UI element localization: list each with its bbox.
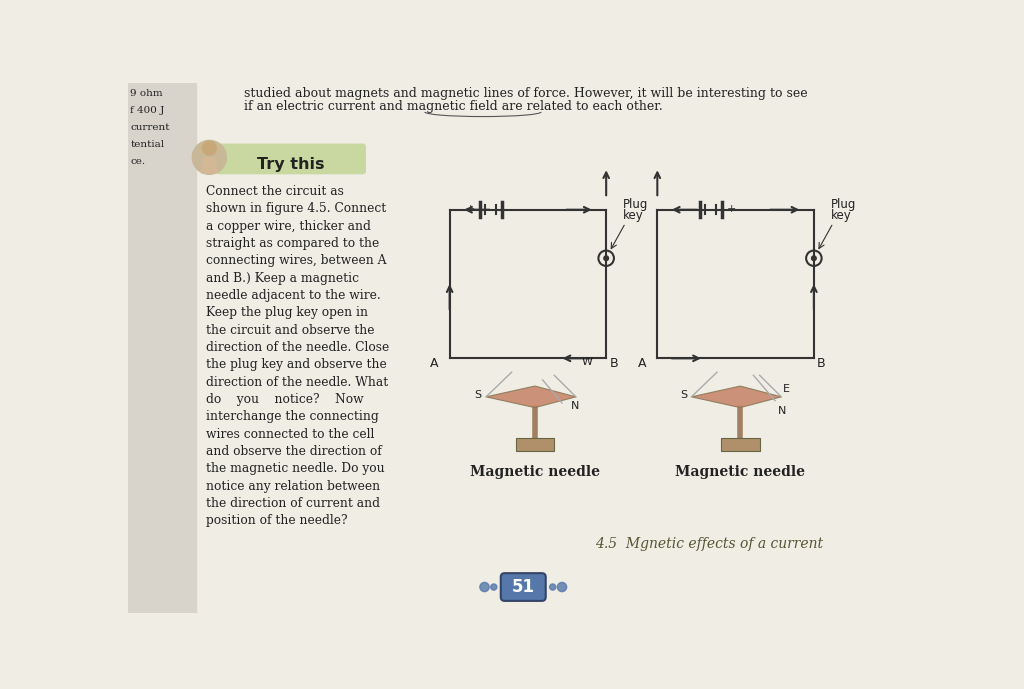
Circle shape bbox=[550, 584, 556, 590]
Text: the circuit and observe the: the circuit and observe the bbox=[206, 324, 374, 337]
Bar bbox=[515, 438, 554, 451]
Text: if an electric current and magnetic field are related to each other.: if an electric current and magnetic fiel… bbox=[245, 100, 663, 112]
Text: key: key bbox=[830, 209, 852, 222]
Text: f 400 J: f 400 J bbox=[130, 106, 165, 115]
Text: wires connected to the cell: wires connected to the cell bbox=[206, 428, 374, 441]
Text: +: + bbox=[726, 204, 735, 214]
Text: and observe the direction of: and observe the direction of bbox=[206, 445, 381, 458]
Text: W: W bbox=[582, 357, 592, 367]
Polygon shape bbox=[201, 157, 218, 174]
Text: current: current bbox=[130, 123, 170, 132]
Text: key: key bbox=[624, 209, 644, 222]
Text: N: N bbox=[571, 401, 580, 411]
Text: E: E bbox=[783, 384, 790, 394]
Text: B: B bbox=[609, 357, 617, 370]
Text: tential: tential bbox=[130, 140, 165, 149]
Text: do    you    notice?    Now: do you notice? Now bbox=[206, 393, 364, 406]
Circle shape bbox=[480, 582, 489, 592]
Text: +: + bbox=[466, 204, 475, 214]
Text: notice any relation between: notice any relation between bbox=[206, 480, 380, 493]
Circle shape bbox=[193, 141, 226, 174]
Text: interchange the connecting: interchange the connecting bbox=[206, 411, 378, 423]
Text: 9 ohm: 9 ohm bbox=[130, 89, 163, 98]
Circle shape bbox=[604, 256, 608, 260]
Text: B: B bbox=[817, 357, 825, 370]
Text: direction of the needle. Close: direction of the needle. Close bbox=[206, 341, 389, 354]
Text: Keep the plug key open in: Keep the plug key open in bbox=[206, 307, 368, 320]
Text: a copper wire, thicker and: a copper wire, thicker and bbox=[206, 220, 371, 233]
Circle shape bbox=[490, 584, 497, 590]
Text: S: S bbox=[680, 389, 687, 400]
Text: and B.) Keep a magnetic: and B.) Keep a magnetic bbox=[206, 271, 358, 285]
Text: A: A bbox=[430, 357, 438, 370]
Text: 51: 51 bbox=[512, 578, 535, 596]
Text: shown in figure 4.5. Connect: shown in figure 4.5. Connect bbox=[206, 203, 386, 216]
FancyBboxPatch shape bbox=[216, 143, 366, 174]
Text: the plug key and observe the: the plug key and observe the bbox=[206, 358, 386, 371]
Text: direction of the needle. What: direction of the needle. What bbox=[206, 376, 388, 389]
Text: ce.: ce. bbox=[130, 156, 145, 165]
Text: position of the needle?: position of the needle? bbox=[206, 514, 347, 527]
Circle shape bbox=[203, 141, 216, 155]
Text: Connect the circuit as: Connect the circuit as bbox=[206, 185, 343, 198]
Text: Magnetic needle: Magnetic needle bbox=[470, 464, 600, 479]
FancyBboxPatch shape bbox=[501, 573, 546, 601]
Text: -: - bbox=[506, 204, 510, 214]
Circle shape bbox=[812, 256, 816, 260]
Text: needle adjacent to the wire.: needle adjacent to the wire. bbox=[206, 289, 380, 302]
Text: Plug: Plug bbox=[624, 198, 648, 212]
Text: N: N bbox=[778, 406, 786, 415]
Text: S: S bbox=[475, 389, 482, 400]
Text: connecting wires, between A: connecting wires, between A bbox=[206, 254, 386, 267]
Text: studied about magnets and magnetic lines of force. However, it will be interesti: studied about magnets and magnetic lines… bbox=[245, 87, 808, 99]
Circle shape bbox=[557, 582, 566, 592]
Text: Try this: Try this bbox=[257, 157, 325, 172]
Text: the magnetic needle. Do you: the magnetic needle. Do you bbox=[206, 462, 384, 475]
Text: 4.5  Mgnetic effects of a current: 4.5 Mgnetic effects of a current bbox=[595, 537, 823, 551]
Polygon shape bbox=[691, 386, 781, 408]
Text: the direction of current and: the direction of current and bbox=[206, 497, 380, 510]
Text: A: A bbox=[638, 357, 646, 370]
Text: Plug: Plug bbox=[830, 198, 856, 212]
Bar bbox=[721, 438, 760, 451]
Text: straight as compared to the: straight as compared to the bbox=[206, 237, 379, 250]
Polygon shape bbox=[486, 386, 575, 408]
Text: -: - bbox=[691, 204, 695, 214]
Text: Magnetic needle: Magnetic needle bbox=[675, 464, 805, 479]
Bar bbox=[128, 83, 197, 613]
